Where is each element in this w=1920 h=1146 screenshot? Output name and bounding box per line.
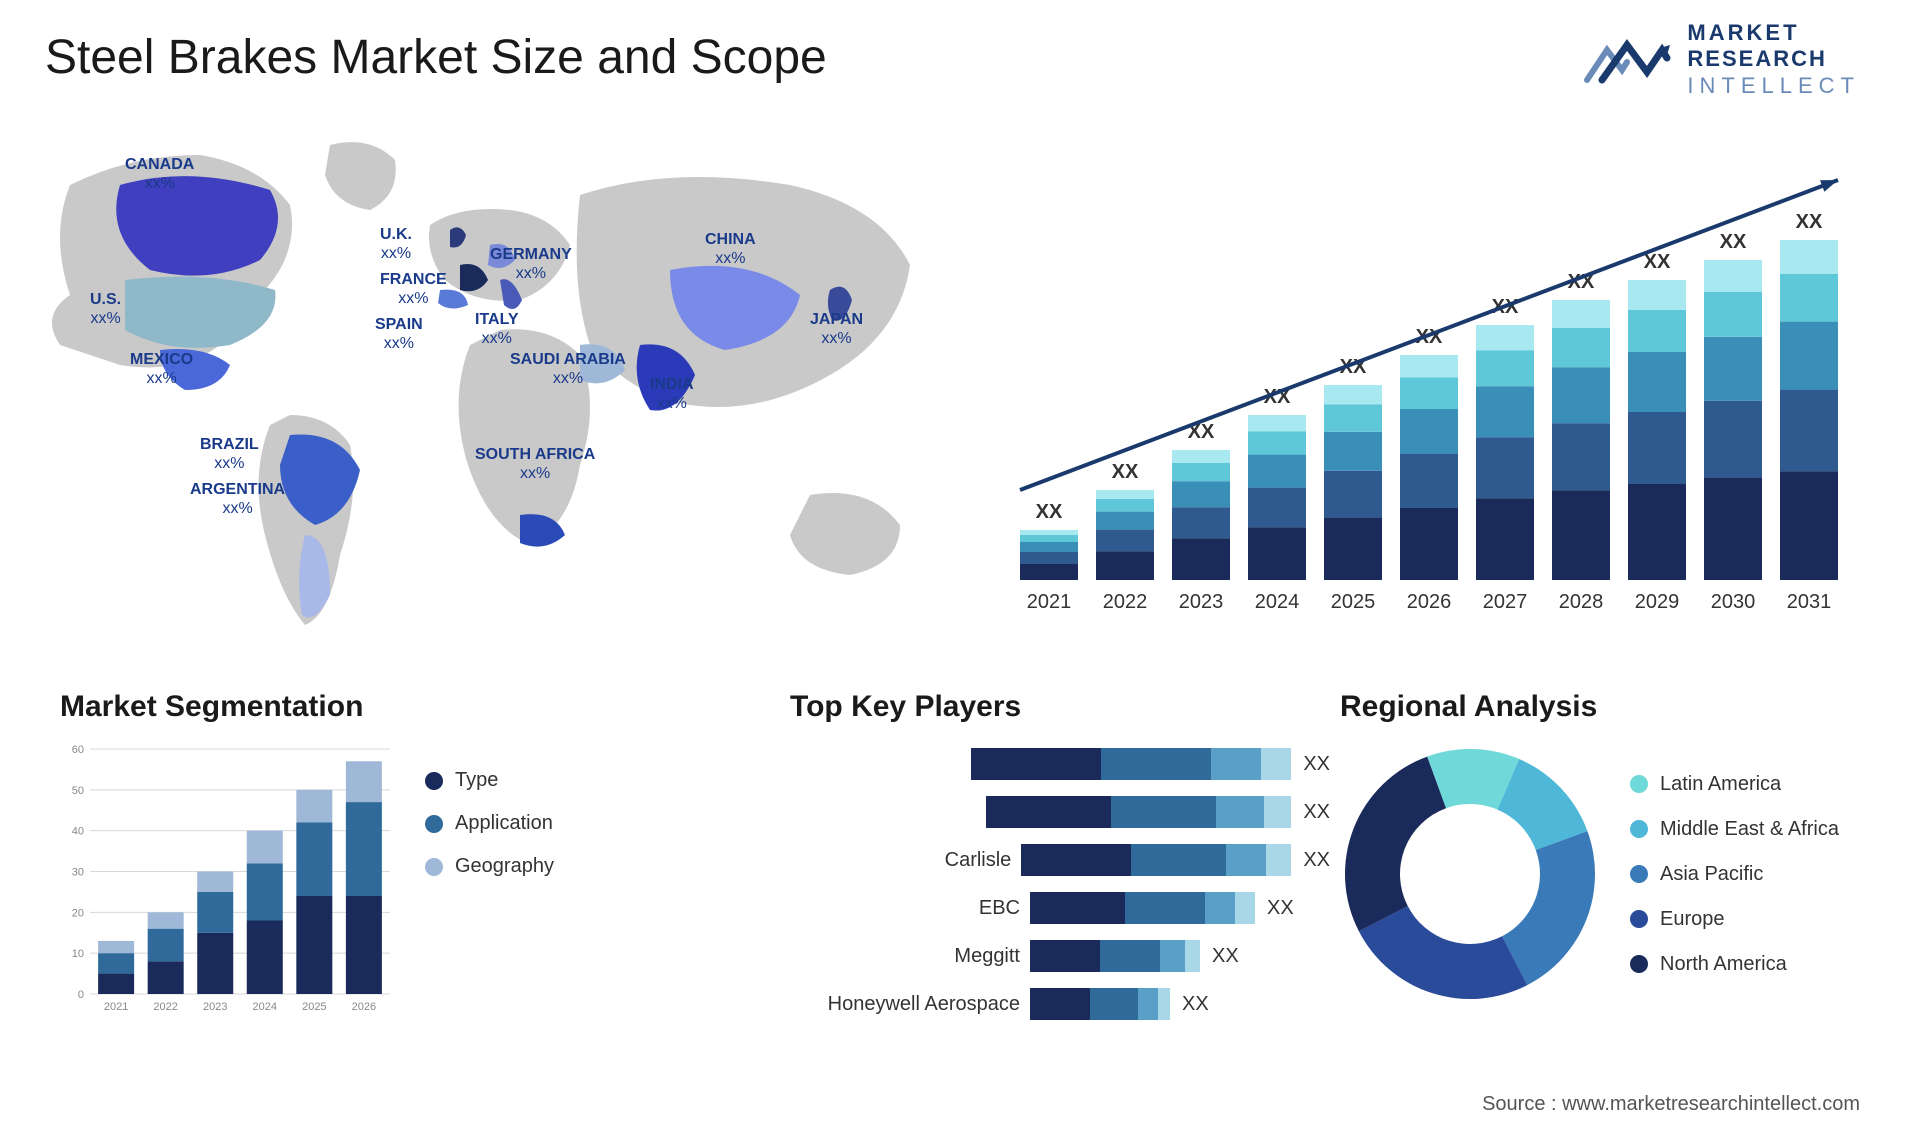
svg-text:2021: 2021: [1027, 591, 1072, 613]
player-bar: [1030, 940, 1200, 972]
player-bar: [1021, 844, 1291, 876]
brand-logo: MARKET RESEARCH INTELLECT: [1582, 20, 1860, 99]
regional-legend: Latin America Middle East & Africa Asia Pa…: [1630, 773, 1839, 976]
player-bar: [1030, 892, 1255, 924]
svg-text:20: 20: [72, 907, 84, 919]
player-bar: [971, 748, 1291, 780]
players-chart: XXXXCarlisleXXEBCXXMeggittXXHoneywell Ae…: [790, 744, 1330, 1024]
player-row: EBC XX: [790, 888, 1330, 928]
svg-text:2025: 2025: [302, 1001, 326, 1013]
player-value: XX: [1303, 753, 1330, 776]
player-row: XX: [790, 744, 1330, 784]
player-row: Carlisle XX: [790, 840, 1330, 880]
player-bar: [1030, 988, 1170, 1020]
svg-text:2028: 2028: [1559, 591, 1604, 613]
map-label-india: INDIAxx%: [650, 375, 694, 413]
logo-icon: [1582, 30, 1672, 90]
map-label-saudi-arabia: SAUDI ARABIAxx%: [510, 350, 626, 388]
player-value: XX: [1267, 897, 1294, 920]
svg-text:2030: 2030: [1711, 591, 1756, 613]
regional-legend-item: Middle East & Africa: [1630, 818, 1839, 841]
source-text: Source : www.marketresearchintellect.com: [1482, 1093, 1860, 1116]
logo-text-2: RESEARCH: [1687, 46, 1860, 72]
player-label: Carlisle: [790, 849, 1021, 872]
players-section: Top Key Players XXXXCarlisleXXEBCXXMeggi…: [790, 690, 1330, 1032]
map-label-china: CHINAxx%: [705, 230, 756, 268]
svg-text:2022: 2022: [153, 1001, 177, 1013]
map-label-u-k-: U.K.xx%: [380, 225, 412, 263]
players-title: Top Key Players: [790, 690, 1330, 724]
map-label-argentina: ARGENTINAxx%: [190, 480, 285, 518]
map-label-mexico: MEXICOxx%: [130, 350, 193, 388]
svg-text:2023: 2023: [203, 1001, 227, 1013]
map-label-france: FRANCExx%: [380, 270, 447, 308]
player-row: Meggitt XX: [790, 936, 1330, 976]
svg-text:2024: 2024: [253, 1001, 277, 1013]
player-label: Meggitt: [790, 945, 1030, 968]
player-value: XX: [1303, 801, 1330, 824]
regional-section: Regional Analysis Latin America Middle Ea…: [1340, 690, 1860, 1004]
regional-legend-item: Latin America: [1630, 773, 1839, 796]
player-label: Honeywell Aerospace: [790, 993, 1030, 1016]
seg-legend-type: Type: [425, 769, 554, 792]
map-label-spain: SPAINxx%: [375, 315, 423, 353]
svg-text:2027: 2027: [1483, 591, 1528, 613]
player-bar: [986, 796, 1291, 828]
svg-text:0: 0: [78, 989, 84, 1001]
segmentation-chart: 0 10 20 30 40 50 60 2021 2022 2023 2024 2025 2026: [60, 739, 400, 1019]
svg-text:50: 50: [72, 785, 84, 797]
svg-text:2025: 2025: [1331, 591, 1376, 613]
world-map: CANADAxx% U.S.xx% MEXICOxx% BRAZILxx% ARGENT…: [30, 115, 950, 645]
regional-legend-item: Asia Pacific: [1630, 863, 1839, 886]
player-value: XX: [1303, 849, 1330, 872]
logo-text-3: INTELLECT: [1687, 73, 1860, 99]
map-label-brazil: BRAZILxx%: [200, 435, 259, 473]
svg-text:30: 30: [72, 867, 84, 879]
svg-text:10: 10: [72, 948, 84, 960]
svg-text:XX: XX: [1036, 501, 1063, 523]
map-label-japan: JAPANxx%: [810, 310, 863, 348]
seg-legend-application: Application: [425, 812, 554, 835]
player-value: XX: [1212, 945, 1239, 968]
svg-text:XX: XX: [1644, 251, 1671, 273]
svg-text:2026: 2026: [1407, 591, 1452, 613]
player-row: XX: [790, 792, 1330, 832]
segmentation-title: Market Segmentation: [60, 690, 600, 724]
svg-text:XX: XX: [1720, 231, 1747, 253]
svg-text:2026: 2026: [352, 1001, 376, 1013]
regional-donut: [1340, 744, 1600, 1004]
main-bar-chart: XX2021XX2022XX2023XX2024XX2025XX2026XX20…: [1000, 150, 1860, 640]
svg-text:2023: 2023: [1179, 591, 1224, 613]
svg-text:2024: 2024: [1255, 591, 1300, 613]
logo-text-1: MARKET: [1687, 20, 1860, 46]
segmentation-legend: Type Application Geography: [425, 769, 554, 1019]
svg-text:40: 40: [72, 826, 84, 838]
player-value: XX: [1182, 993, 1209, 1016]
svg-text:2029: 2029: [1635, 591, 1680, 613]
page-title: Steel Brakes Market Size and Scope: [45, 30, 827, 85]
player-label: EBC: [790, 897, 1030, 920]
svg-text:XX: XX: [1112, 461, 1139, 483]
svg-text:60: 60: [72, 744, 84, 756]
svg-text:XX: XX: [1796, 211, 1823, 233]
svg-text:2021: 2021: [104, 1001, 128, 1013]
svg-text:2031: 2031: [1787, 591, 1832, 613]
regional-legend-item: Europe: [1630, 908, 1839, 931]
map-label-south-africa: SOUTH AFRICAxx%: [475, 445, 595, 483]
svg-text:2022: 2022: [1103, 591, 1148, 613]
segmentation-section: Market Segmentation 0 10 20 30 40 50 60 2021 202…: [60, 690, 600, 1019]
map-label-germany: GERMANYxx%: [490, 245, 572, 283]
regional-title: Regional Analysis: [1340, 690, 1860, 724]
seg-legend-geography: Geography: [425, 855, 554, 878]
map-label-u-s-: U.S.xx%: [90, 290, 121, 328]
map-label-italy: ITALYxx%: [475, 310, 519, 348]
player-row: Honeywell Aerospace XX: [790, 984, 1330, 1024]
map-label-canada: CANADAxx%: [125, 155, 194, 193]
regional-legend-item: North America: [1630, 953, 1839, 976]
